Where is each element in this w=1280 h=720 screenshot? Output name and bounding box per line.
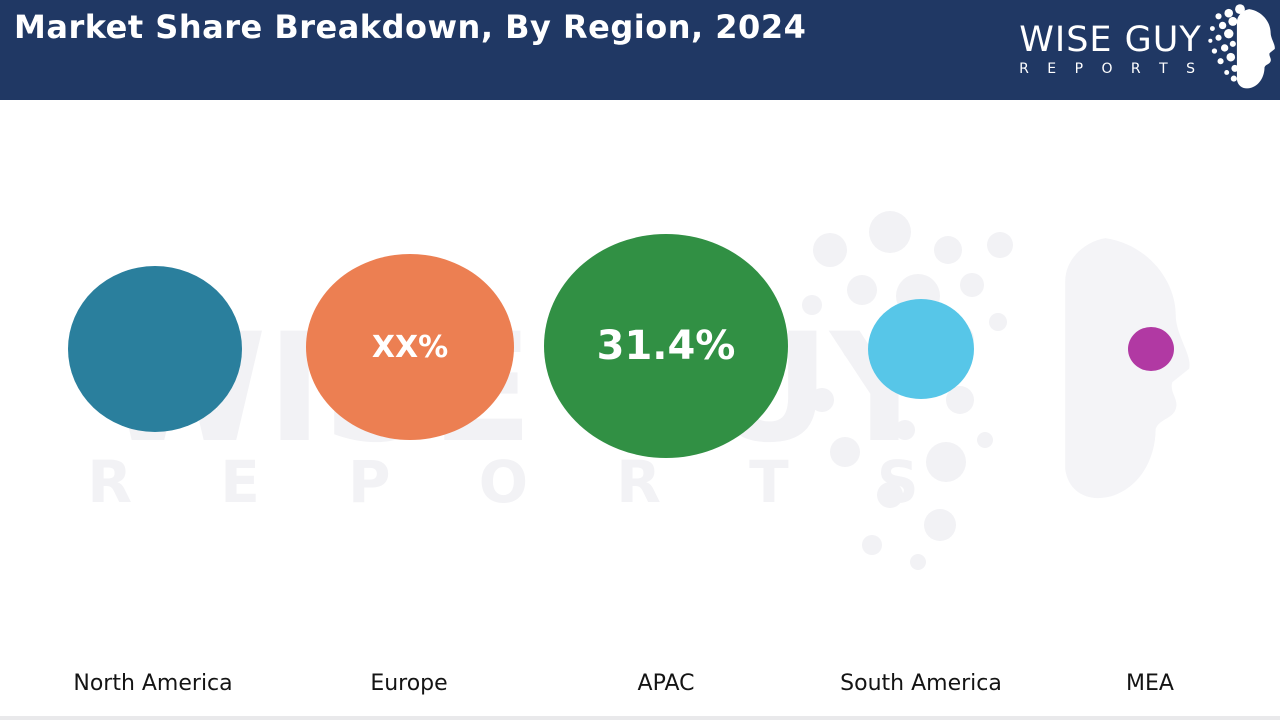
logo-subtitle: R E P O R T S bbox=[1019, 61, 1202, 77]
wise-guy-face-icon bbox=[1208, 4, 1275, 89]
bubble-value-label: XX% bbox=[371, 329, 449, 365]
bubble-apac: 31.4% bbox=[544, 234, 788, 458]
category-label-south-america: South America bbox=[840, 671, 1002, 696]
logo-text: WISE GUY R E P O R T S bbox=[1019, 22, 1202, 78]
watermark-face bbox=[1065, 238, 1190, 499]
category-label-north-america: North America bbox=[73, 671, 233, 696]
watermark-subtitle: R E P O R T S bbox=[87, 448, 952, 516]
wise-guy-logo: WISE GUY R E P O R T S bbox=[1019, 2, 1278, 98]
bubble-north-america bbox=[68, 266, 242, 432]
bubble-south-america bbox=[868, 299, 974, 399]
category-label-europe: Europe bbox=[370, 671, 448, 696]
category-label-mea: MEA bbox=[1126, 671, 1174, 696]
footer-divider bbox=[0, 716, 1280, 720]
page-title: Market Share Breakdown, By Region, 2024 bbox=[14, 8, 807, 46]
bubble-value-label: 31.4% bbox=[596, 323, 736, 369]
bubble-mea bbox=[1128, 327, 1174, 371]
logo-wordmark: WISE GUY bbox=[1019, 20, 1202, 60]
bubble-europe: XX% bbox=[306, 254, 514, 440]
category-label-apac: APAC bbox=[637, 671, 695, 696]
header-bar: Market Share Breakdown, By Region, 2024 … bbox=[0, 0, 1280, 100]
